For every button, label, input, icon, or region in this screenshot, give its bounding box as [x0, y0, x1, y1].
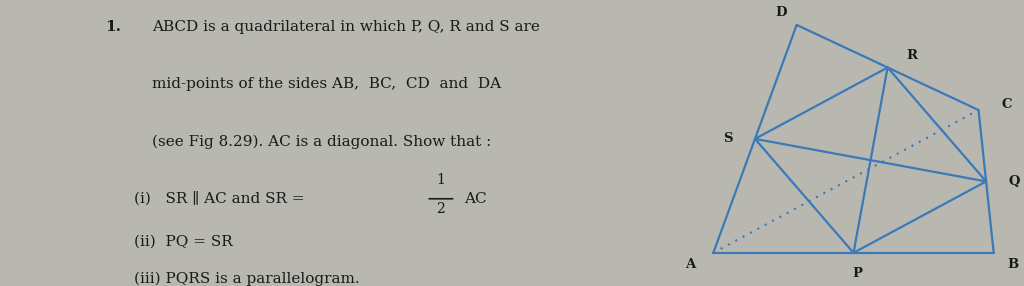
Text: 1: 1	[436, 173, 445, 187]
Text: D: D	[776, 7, 787, 19]
Text: ABCD is a quadrilateral in which P, Q, R and S are: ABCD is a quadrilateral in which P, Q, R…	[152, 20, 540, 34]
Text: C: C	[1001, 98, 1012, 111]
Text: (ii)  PQ = SR: (ii) PQ = SR	[134, 235, 233, 249]
Text: AC: AC	[464, 192, 486, 206]
Text: P: P	[852, 267, 862, 279]
Text: 2: 2	[436, 202, 445, 216]
Text: 1.: 1.	[105, 20, 121, 34]
Text: mid-points of the sides AB,  BC,  CD  and  DA: mid-points of the sides AB, BC, CD and D…	[152, 77, 501, 91]
Text: S: S	[723, 132, 732, 145]
Text: B: B	[1007, 258, 1018, 271]
Text: A: A	[685, 258, 695, 271]
Text: R: R	[906, 49, 918, 62]
Text: Q: Q	[1009, 175, 1020, 188]
Text: (i)   SR ∥ AC and SR =: (i) SR ∥ AC and SR =	[134, 192, 305, 206]
Text: (see Fig 8.29). AC is a diagonal. Show that :: (see Fig 8.29). AC is a diagonal. Show t…	[152, 134, 492, 149]
Text: (iii) PQRS is a parallelogram.: (iii) PQRS is a parallelogram.	[134, 272, 360, 286]
